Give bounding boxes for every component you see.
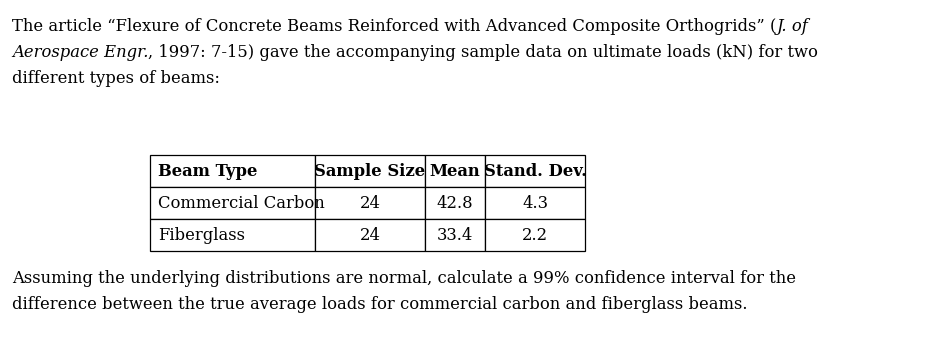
Text: Commercial Carbon: Commercial Carbon (158, 195, 325, 212)
Bar (485, 155, 585, 187)
Text: Sample Size: Sample Size (314, 162, 426, 179)
Text: 4.3: 4.3 (522, 195, 548, 212)
Text: 2.2: 2.2 (522, 226, 548, 243)
Text: Aerospace Engr.: Aerospace Engr. (12, 44, 149, 61)
Bar (485, 219, 585, 251)
Text: Stand. Dev.: Stand. Dev. (484, 162, 587, 179)
Text: 42.8: 42.8 (437, 195, 474, 212)
Bar (150, 219, 315, 251)
Text: Assuming the underlying distributions are normal, calculate a 99% confidence int: Assuming the underlying distributions ar… (12, 270, 796, 287)
Text: J. of: J. of (776, 18, 808, 35)
Text: 24: 24 (359, 195, 381, 212)
Text: The article “Flexure of Concrete Beams Reinforced with Advanced Composite Orthog: The article “Flexure of Concrete Beams R… (12, 18, 776, 35)
Bar (315, 187, 425, 219)
Bar (425, 187, 485, 219)
Text: Mean: Mean (430, 162, 480, 179)
Bar (150, 155, 315, 187)
Bar (315, 155, 425, 187)
Text: Fiberglass: Fiberglass (158, 226, 245, 243)
Bar (425, 155, 485, 187)
Text: difference between the true average loads for commercial carbon and fiberglass b: difference between the true average load… (12, 296, 748, 313)
Text: , 1997: 7-15) gave the accompanying sample data on ultimate loads (kN) for two: , 1997: 7-15) gave the accompanying samp… (149, 44, 818, 61)
Bar (315, 219, 425, 251)
Bar (425, 219, 485, 251)
Text: Beam Type: Beam Type (158, 162, 257, 179)
Bar (485, 187, 585, 219)
Text: 24: 24 (359, 226, 381, 243)
Text: different types of beams:: different types of beams: (12, 70, 220, 87)
Bar (150, 187, 315, 219)
Text: 33.4: 33.4 (437, 226, 474, 243)
